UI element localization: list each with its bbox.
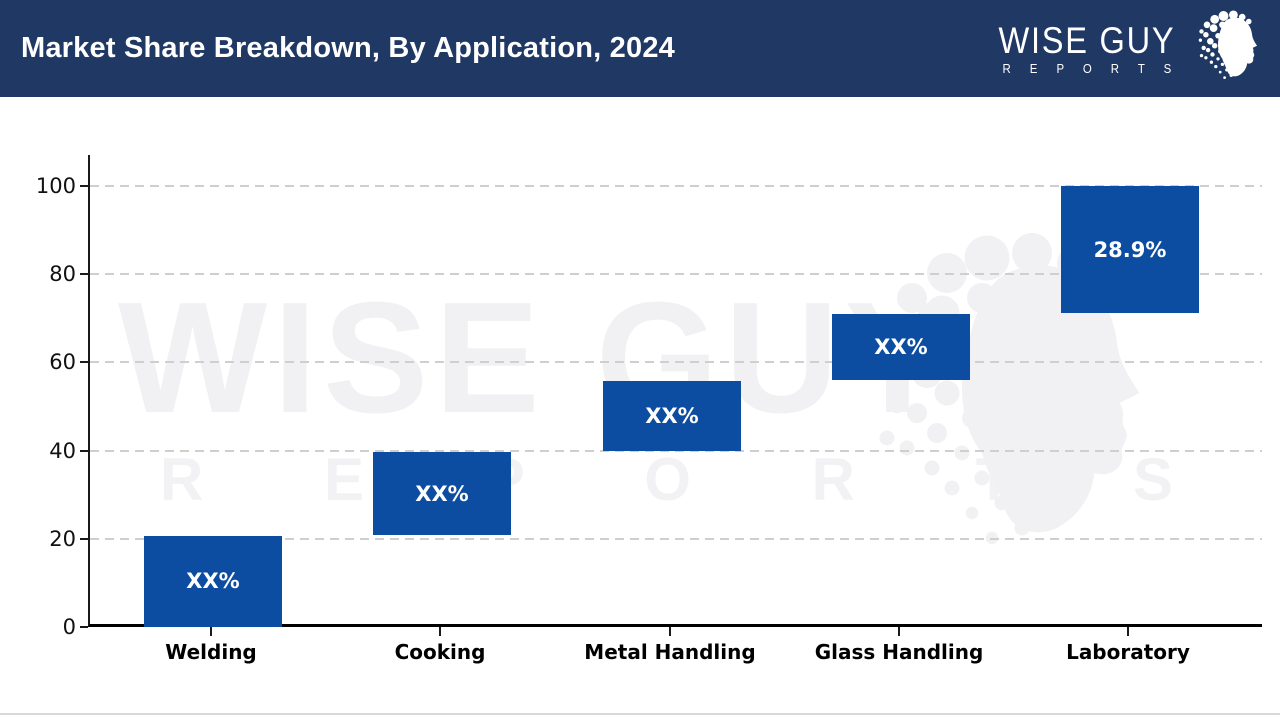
y-tick-mark-80 <box>80 273 88 276</box>
y-tick-label-20: 20 <box>49 526 76 551</box>
y-tick-mark-40 <box>80 449 88 452</box>
x-tick-label-cooking: Cooking <box>394 640 486 664</box>
bar-value-label-welding: XX% <box>186 569 240 594</box>
logo-wordmark: WISE GUY <box>998 19 1176 61</box>
y-tick-label-40: 40 <box>49 438 76 463</box>
bar-cooking <box>373 452 511 536</box>
bar-value-label-metal-handling: XX% <box>645 403 699 428</box>
watermark-wordmark: WISE GUY <box>118 270 957 446</box>
logo-subtext: R E P O R T S <box>1002 60 1180 76</box>
plot-area: XX% XX% XX% XX% 28.9% <box>88 155 1262 627</box>
y-tick-label-60: 60 <box>49 350 76 375</box>
x-tick-label-glass-handling: Glass Handling <box>814 640 984 664</box>
y-tick-label-100: 100 <box>35 174 76 198</box>
gridline-y-60 <box>90 361 1262 364</box>
bar-metal-handling <box>603 380 741 451</box>
x-tick-label-metal-handling: Metal Handling <box>584 640 756 664</box>
footer-divider-line <box>0 713 1280 715</box>
bar-welding <box>144 535 282 627</box>
bar-value-label-glass-handling: XX% <box>874 334 928 359</box>
wise-guy-logo: WISE GUY R E P O R T S <box>982 10 1262 88</box>
header-bar: Market Share Breakdown, By Application, … <box>0 0 1280 97</box>
chart-title: Market Share Breakdown, By Application, … <box>21 32 675 64</box>
x-tick-label-laboratory: Laboratory <box>1066 640 1190 664</box>
gridline-y-80 <box>90 273 1262 276</box>
y-tick-mark-20 <box>80 537 88 540</box>
wise-guy-head-icon <box>1198 10 1258 79</box>
gridline-y-40 <box>90 449 1262 452</box>
logo-text: WISE GUY R E P O R T S <box>995 22 1180 76</box>
gridline-y-20 <box>90 537 1262 540</box>
bar-glass-handling <box>832 314 970 380</box>
bar-laboratory <box>1061 186 1199 314</box>
gridline-y-100 <box>90 185 1262 187</box>
x-tick-mark-glass-handling <box>898 627 900 636</box>
bar-value-label-laboratory: 28.9% <box>1093 237 1167 262</box>
x-tick-mark-welding <box>210 627 212 636</box>
x-tick-mark-metal-handling <box>669 627 671 636</box>
y-tick-mark-100 <box>80 185 88 187</box>
y-tick-label-80: 80 <box>49 262 76 287</box>
bar-value-label-cooking: XX% <box>415 481 469 506</box>
y-tick-mark-0 <box>80 626 88 628</box>
y-tick-label-0: 0 <box>62 615 76 639</box>
x-tick-label-welding: Welding <box>165 640 257 664</box>
x-tick-mark-laboratory <box>1127 627 1129 636</box>
y-tick-mark-60 <box>80 361 88 364</box>
x-tick-mark-cooking <box>439 627 441 636</box>
